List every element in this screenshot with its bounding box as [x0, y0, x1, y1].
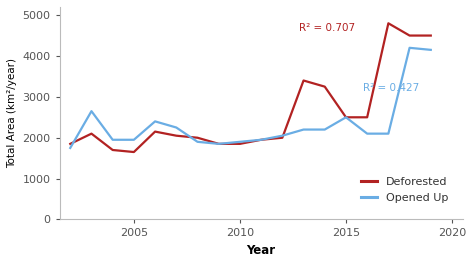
Deforested	[110, 148, 116, 152]
Deforested	[385, 22, 391, 25]
Opened Up	[385, 132, 391, 135]
Deforested	[131, 150, 137, 154]
Deforested	[258, 138, 264, 141]
Deforested	[407, 34, 412, 37]
Opened Up	[365, 132, 370, 135]
Deforested	[322, 85, 328, 88]
Deforested	[343, 116, 349, 119]
Opened Up	[301, 128, 306, 131]
Opened Up	[407, 46, 412, 49]
X-axis label: Year: Year	[246, 244, 276, 257]
Legend: Deforested, Opened Up: Deforested, Opened Up	[356, 173, 453, 208]
Opened Up	[258, 138, 264, 141]
Text: R² = 0.707: R² = 0.707	[299, 23, 356, 34]
Opened Up	[237, 140, 243, 143]
Line: Opened Up: Opened Up	[70, 48, 431, 148]
Y-axis label: Total Area (km²/year): Total Area (km²/year)	[7, 58, 17, 168]
Opened Up	[343, 116, 349, 119]
Line: Deforested: Deforested	[70, 23, 431, 152]
Deforested	[216, 142, 221, 145]
Opened Up	[428, 48, 434, 51]
Opened Up	[216, 142, 221, 145]
Deforested	[280, 136, 285, 139]
Deforested	[365, 116, 370, 119]
Opened Up	[152, 120, 158, 123]
Opened Up	[280, 134, 285, 137]
Opened Up	[110, 138, 116, 141]
Deforested	[173, 134, 179, 137]
Deforested	[152, 130, 158, 133]
Opened Up	[173, 126, 179, 129]
Opened Up	[195, 140, 201, 143]
Opened Up	[322, 128, 328, 131]
Deforested	[428, 34, 434, 37]
Deforested	[67, 142, 73, 145]
Opened Up	[89, 110, 94, 113]
Deforested	[195, 136, 201, 139]
Deforested	[89, 132, 94, 135]
Deforested	[237, 142, 243, 145]
Opened Up	[67, 146, 73, 149]
Text: R² = 0.427: R² = 0.427	[363, 83, 419, 93]
Opened Up	[131, 138, 137, 141]
Deforested	[301, 79, 306, 82]
